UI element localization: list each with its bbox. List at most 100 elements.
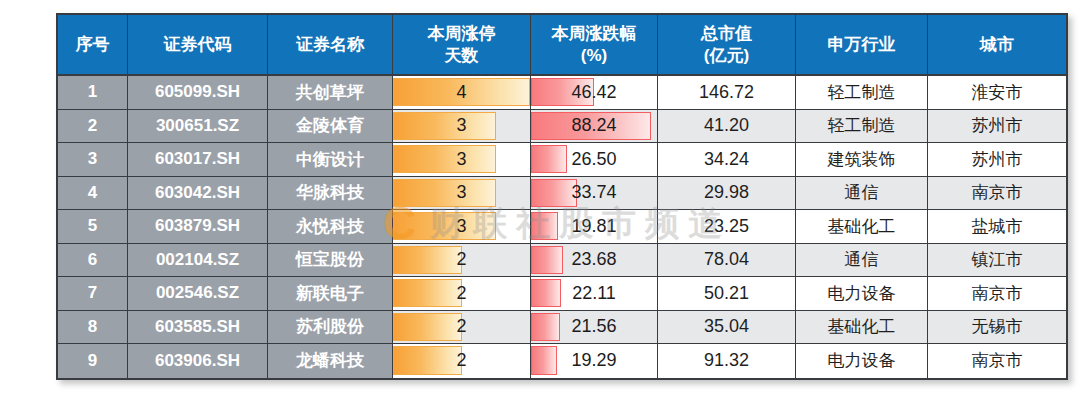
- change-pct-databar: [531, 346, 557, 375]
- cell-index: 5: [58, 210, 128, 244]
- cell-city: 苏州市: [928, 110, 1066, 144]
- cell-limit_days: 2: [393, 277, 531, 311]
- cell-city: 苏州市: [928, 143, 1066, 177]
- cell-value: 46.42: [571, 82, 616, 103]
- column-header-city: 城市: [928, 15, 1066, 76]
- cell-city: 镇江市: [928, 244, 1066, 278]
- cell-value: 2: [456, 350, 466, 371]
- cell-city: 盐城市: [928, 210, 1066, 244]
- cell-value: 22.11: [572, 283, 616, 304]
- change-pct-databar: [531, 179, 577, 207]
- cell-code: 300651.SZ: [128, 110, 268, 144]
- cell-market_cap: 91.32: [658, 344, 796, 378]
- change-pct-databar: [531, 313, 560, 341]
- cell-index: 6: [58, 244, 128, 278]
- cell-city: 南京市: [928, 277, 1066, 311]
- cell-change_pct: 88.24: [531, 110, 658, 144]
- cell-change_pct: 19.29: [531, 344, 658, 378]
- column-header-code: 证券代码: [128, 15, 268, 76]
- column-header-index: 序号: [58, 15, 128, 76]
- cell-name: 龙蟠科技: [268, 344, 393, 378]
- cell-city: 无锡市: [928, 311, 1066, 345]
- cell-code: 603017.SH: [128, 143, 268, 177]
- cell-industry: 电力设备: [796, 277, 928, 311]
- cell-code: 605099.SH: [128, 76, 268, 110]
- cell-name: 苏利股份: [268, 311, 393, 345]
- cell-index: 7: [58, 277, 128, 311]
- cell-change_pct: 19.81: [531, 210, 658, 244]
- cell-industry: 通信: [796, 244, 928, 278]
- cell-name: 恒宝股份: [268, 244, 393, 278]
- column-header-industry: 申万行业: [796, 15, 928, 76]
- cell-limit_days: 3: [393, 110, 531, 144]
- cell-industry: 建筑装饰: [796, 143, 928, 177]
- cell-code: 002104.SZ: [128, 244, 268, 278]
- change-pct-databar: [531, 145, 567, 173]
- cell-limit_days: 2: [393, 344, 531, 378]
- cell-index: 9: [58, 344, 128, 378]
- column-header-market-cap: 总市值 (亿元): [658, 15, 796, 76]
- cell-code: 603585.SH: [128, 311, 268, 345]
- cell-market_cap: 41.20: [658, 110, 796, 144]
- cell-industry: 轻工制造: [796, 110, 928, 144]
- cell-market_cap: 50.21: [658, 277, 796, 311]
- cell-limit_days: 2: [393, 244, 531, 278]
- stock-table: 序号 证券代码 证券名称 本周涨停 天数 本周涨跌幅 (%) 总市值 (亿元) …: [56, 13, 1068, 380]
- cell-city: 淮安市: [928, 76, 1066, 110]
- cell-market_cap: 78.04: [658, 244, 796, 278]
- cell-value: 33.74: [571, 182, 616, 203]
- cell-value: 3: [456, 115, 466, 136]
- column-header-change-pct: 本周涨跌幅 (%): [531, 15, 658, 76]
- change-pct-databar: [531, 212, 558, 240]
- cell-code: 603879.SH: [128, 210, 268, 244]
- cell-market_cap: 35.04: [658, 311, 796, 345]
- cell-market_cap: 23.25: [658, 210, 796, 244]
- cell-change_pct: 22.11: [531, 277, 658, 311]
- cell-industry: 基础化工: [796, 210, 928, 244]
- cell-index: 4: [58, 177, 128, 211]
- cell-name: 中衡设计: [268, 143, 393, 177]
- cell-value: 2: [456, 283, 466, 304]
- limit-days-databar: [393, 145, 496, 173]
- limit-days-databar: [393, 346, 462, 375]
- cell-name: 永悦科技: [268, 210, 393, 244]
- cell-name: 金陵体育: [268, 110, 393, 144]
- limit-days-databar: [393, 112, 496, 140]
- cell-value: 3: [456, 182, 466, 203]
- column-header-limit-days: 本周涨停 天数: [393, 15, 531, 76]
- cell-limit_days: 3: [393, 143, 531, 177]
- cell-industry: 基础化工: [796, 311, 928, 345]
- cell-index: 8: [58, 311, 128, 345]
- cell-city: 南京市: [928, 344, 1066, 378]
- cell-market_cap: 146.72: [658, 76, 796, 110]
- change-pct-databar: [531, 246, 563, 274]
- limit-days-databar: [393, 313, 462, 341]
- cell-value: 19.81: [571, 216, 616, 237]
- cell-limit_days: 4: [393, 76, 531, 110]
- cell-industry: 轻工制造: [796, 76, 928, 110]
- cell-change_pct: 23.68: [531, 244, 658, 278]
- cell-code: 002546.SZ: [128, 277, 268, 311]
- column-header-name: 证券名称: [268, 15, 393, 76]
- cell-market_cap: 29.98: [658, 177, 796, 211]
- cell-change_pct: 33.74: [531, 177, 658, 211]
- cell-value: 26.50: [571, 149, 616, 170]
- cell-limit_days: 3: [393, 210, 531, 244]
- cell-change_pct: 21.56: [531, 311, 658, 345]
- cell-value: 3: [456, 149, 466, 170]
- cell-value: 2: [456, 249, 466, 270]
- change-pct-databar: [531, 279, 561, 307]
- limit-days-databar: [393, 246, 462, 274]
- limit-days-databar: [393, 179, 496, 207]
- cell-city: 南京市: [928, 177, 1066, 211]
- cell-market_cap: 34.24: [658, 143, 796, 177]
- cell-index: 1: [58, 76, 128, 110]
- cell-name: 华脉科技: [268, 177, 393, 211]
- cell-name: 新联电子: [268, 277, 393, 311]
- cell-limit_days: 2: [393, 311, 531, 345]
- cell-industry: 通信: [796, 177, 928, 211]
- cell-value: 3: [456, 216, 466, 237]
- cell-code: 603042.SH: [128, 177, 268, 211]
- cell-name: 共创草坪: [268, 76, 393, 110]
- cell-value: 21.56: [571, 316, 616, 337]
